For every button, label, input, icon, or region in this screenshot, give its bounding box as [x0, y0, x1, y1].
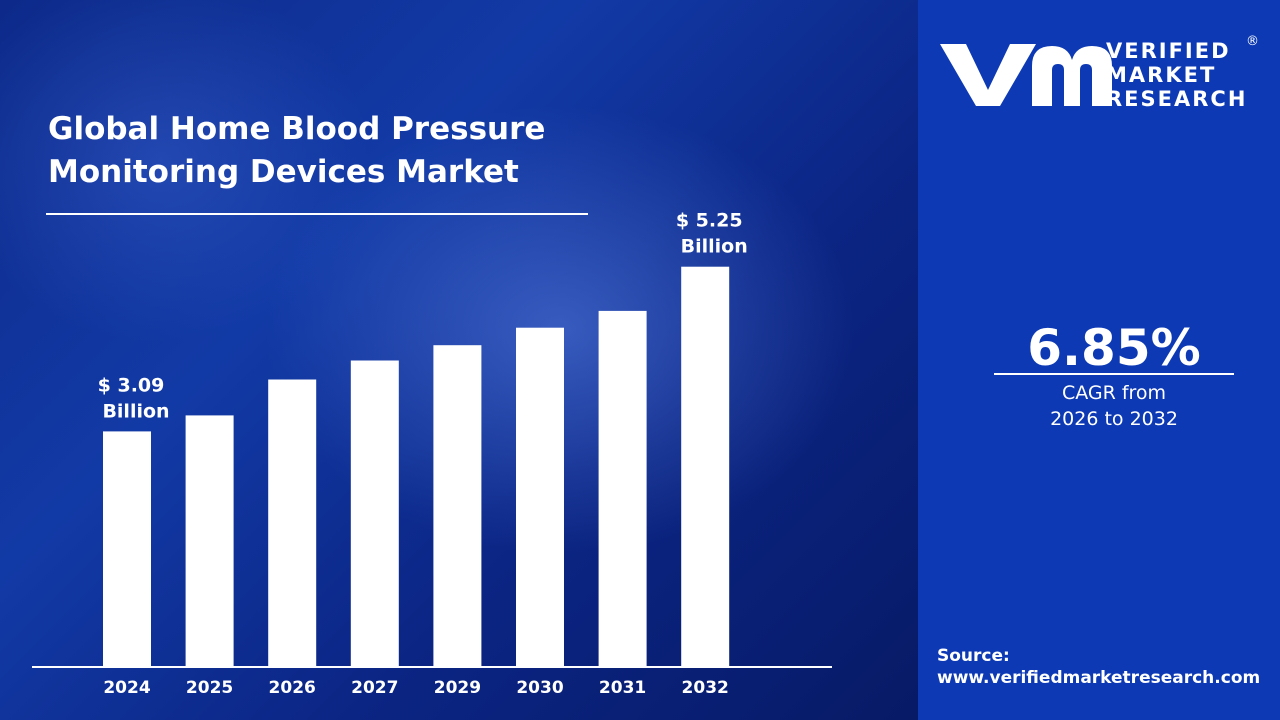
cagr-value: 6.85%: [1027, 319, 1201, 377]
cagr-label-line-1: CAGR from: [1061, 382, 1167, 404]
data-labels: $ 3.09 Billion $ 5.25 Billion: [98, 210, 748, 423]
cagr-label: CAGR from 2026 to 2032: [994, 380, 1234, 432]
x-tick-2031: 2031: [599, 678, 646, 698]
bars: [103, 266, 730, 667]
chart-panel: Global Home Blood Pressure Monitoring De…: [0, 0, 918, 720]
bar-2031: [598, 310, 647, 667]
bar-2030: [516, 327, 564, 667]
data-label-2024-line-2: Billion: [102, 400, 169, 422]
x-tick-2032: 2032: [682, 678, 729, 698]
brand-line-2: MARKET: [1106, 63, 1217, 87]
bar-2025: [185, 415, 234, 667]
vmr-logo-icon: [940, 44, 1112, 106]
cagr-label-line-2: 2026 to 2032: [1050, 408, 1178, 430]
x-tick-2026: 2026: [269, 678, 316, 698]
bar-2026: [268, 379, 317, 667]
title-underline: [46, 213, 588, 215]
bar-2032: [681, 266, 730, 667]
data-label-2024-line-1: $ 3.09: [98, 374, 165, 396]
bar-2024: [103, 431, 151, 667]
x-tick-labels: 2024 2025 2026 2027 2029 2030 2031 2032: [103, 678, 729, 698]
x-tick-2030: 2030: [516, 678, 563, 698]
x-tick-2025: 2025: [186, 678, 233, 698]
x-tick-2024: 2024: [103, 678, 150, 698]
bar-2027: [350, 360, 399, 667]
bar-2029: [433, 345, 482, 667]
registered-mark: ®: [1246, 34, 1259, 49]
cagr-divider: [994, 373, 1234, 375]
source-label: Source:: [937, 646, 1010, 666]
chart-title: Global Home Blood Pressure Monitoring De…: [48, 111, 546, 190]
x-tick-2027: 2027: [351, 678, 398, 698]
brand-line-1: VERIFIED: [1106, 39, 1231, 63]
summary-panel: [918, 0, 1280, 720]
brand-line-3: RESEARCH: [1106, 87, 1248, 111]
data-label-2032-line-1: $ 5.25: [676, 210, 743, 232]
x-tick-2029: 2029: [434, 678, 481, 698]
source-url[interactable]: www.verifiedmarketresearch.com: [937, 668, 1261, 688]
data-label-2032-line-2: Billion: [681, 236, 748, 258]
bar-chart: 2024 2025 2026 2027 2029 2030 2031 2032 $ 3.09 B…: [32, 210, 832, 698]
